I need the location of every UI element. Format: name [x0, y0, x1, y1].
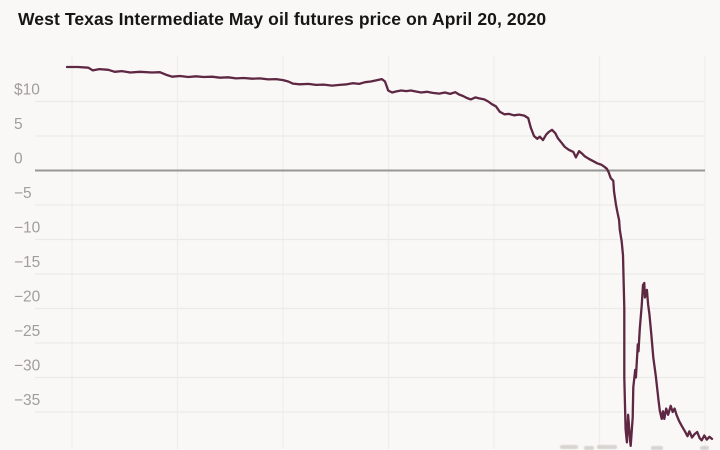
y-axis-tick-label: −15 [14, 254, 40, 271]
price-line-series [65, 65, 714, 447]
y-axis-tick-label: 5 [14, 116, 23, 133]
y-axis-tick-label: −30 [14, 358, 41, 375]
y-axis-tick-label: −20 [14, 289, 41, 306]
y-axis-tick-label: −25 [14, 323, 40, 340]
y-axis-tick-label: −10 [14, 220, 41, 237]
chart-title: West Texas Intermediate May oil futures … [18, 9, 547, 29]
y-axis-tick-label: 0 [14, 151, 23, 168]
y-axis-tick-label: −35 [14, 392, 40, 409]
y-axis-tick-label: $10 [14, 82, 40, 99]
y-axis-tick-label: −5 [14, 185, 32, 202]
